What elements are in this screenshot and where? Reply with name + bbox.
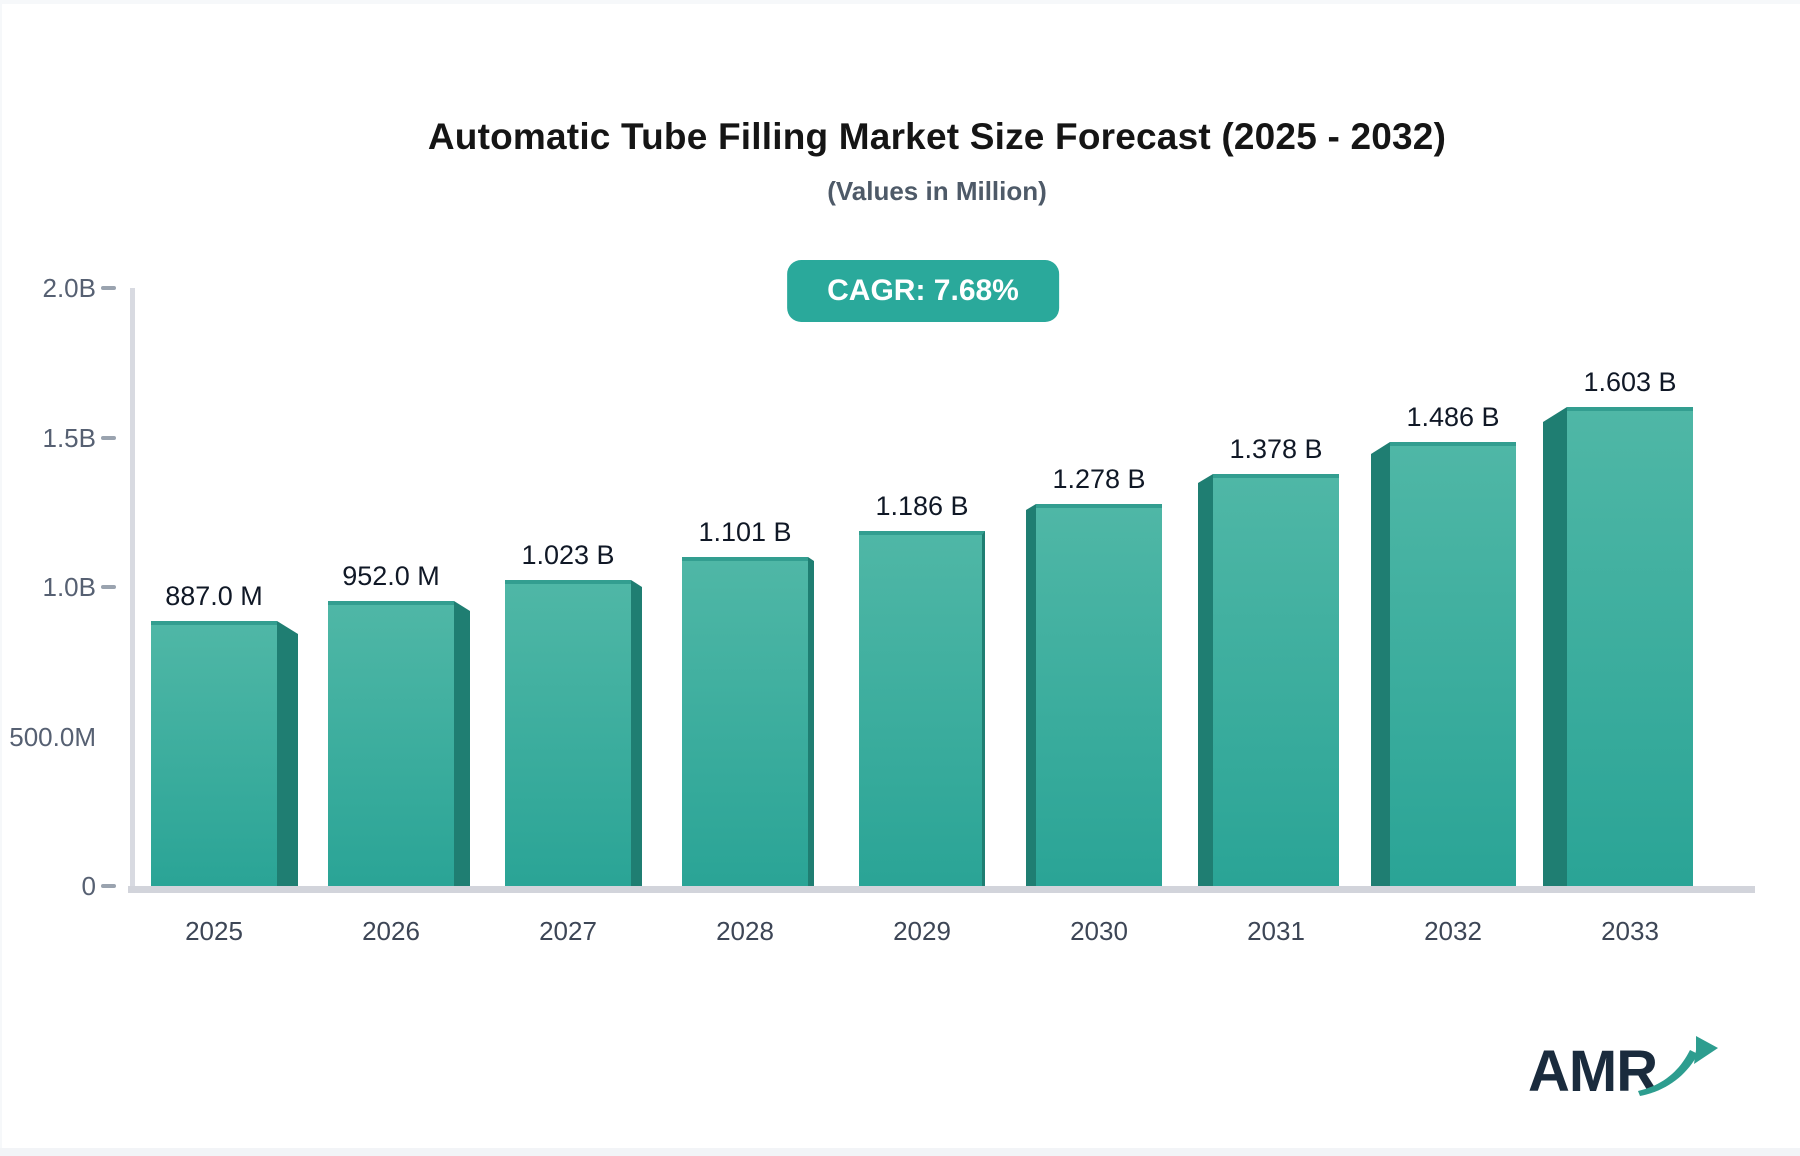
bar-value-label-2026: 952.0 M (342, 561, 440, 591)
x-axis-label-2030: 2030 (1070, 916, 1128, 946)
bar-value-label-2029: 1.186 B (875, 491, 969, 521)
bar-value-label-2033: 1.603 B (1583, 367, 1677, 397)
page-edge-left (0, 0, 2, 1156)
bar-2026[interactable] (328, 601, 454, 886)
x-axis-label-2025: 2025 (185, 916, 243, 946)
y-axis-tick-label: 1.0B (42, 572, 97, 602)
bar-2032[interactable] (1390, 442, 1516, 886)
bar-2030[interactable] (1036, 504, 1162, 886)
bar-value-label-2032: 1.486 B (1406, 402, 1500, 432)
bar-side-face-2026 (454, 601, 470, 886)
chart-title: Automatic Tube Filling Market Size Forec… (427, 116, 1447, 157)
y-axis-tick-mark (101, 884, 116, 888)
x-axis-label-2026: 2026 (362, 916, 420, 946)
y-axis-tick-mark (101, 435, 116, 440)
amr-logo: AMR (1528, 1036, 1758, 1118)
x-axis-label-2031: 2031 (1247, 916, 1305, 946)
bar-side-face-2033 (1543, 407, 1567, 886)
x-axis-label-2027: 2027 (539, 916, 597, 946)
y-axis-tick-label: 500.0M (9, 721, 96, 752)
bar-2031[interactable] (1213, 474, 1339, 886)
bar-value-label-2030: 1.278 B (1052, 464, 1146, 494)
y-axis-tick-mark (101, 286, 116, 290)
bar-side-face-2032 (1371, 442, 1390, 886)
bar-value-label-2027: 1.023 B (521, 540, 615, 570)
y-axis-tick-label: 2.0B (42, 273, 97, 303)
page-edge-bottom (0, 1148, 1800, 1156)
bar-value-label-2025: 887.0 M (165, 581, 263, 611)
bar-side-face-2027 (631, 580, 642, 886)
y-axis-line (130, 288, 135, 886)
bar-2029[interactable] (859, 531, 985, 886)
bar-side-face-2025 (277, 621, 298, 886)
chart-subtitle: (Values in Million) (827, 176, 1047, 206)
bar-2027[interactable] (505, 580, 631, 886)
y-axis-tick-label: 1.5B (42, 422, 97, 453)
x-axis-label-2028: 2028 (716, 916, 774, 946)
x-axis-label-2033: 2033 (1601, 916, 1659, 946)
bar-side-face-2028 (808, 557, 814, 886)
page-edge-top (0, 0, 1800, 4)
x-axis-label-2029: 2029 (893, 916, 951, 946)
bar-2025[interactable] (151, 621, 277, 886)
y-axis-tick-mark (101, 585, 116, 589)
growth-arrow-icon (1638, 1036, 1718, 1096)
y-axis-tick-label: 0 (81, 871, 96, 901)
cagr-badge: CAGR: 7.68% (787, 260, 1059, 322)
bar-side-face-2030 (1026, 504, 1036, 886)
x-axis-label-2032: 2032 (1424, 916, 1482, 946)
bar-value-label-2028: 1.101 B (698, 517, 792, 547)
bar-2033[interactable] (1567, 407, 1693, 886)
amr-logo-text: AMR (1528, 1039, 1658, 1104)
x-axis-baseline (128, 886, 1755, 893)
bar-2028[interactable] (682, 557, 808, 886)
bar-value-label-2031: 1.378 B (1229, 434, 1323, 464)
bar-side-face-2031 (1198, 474, 1213, 886)
